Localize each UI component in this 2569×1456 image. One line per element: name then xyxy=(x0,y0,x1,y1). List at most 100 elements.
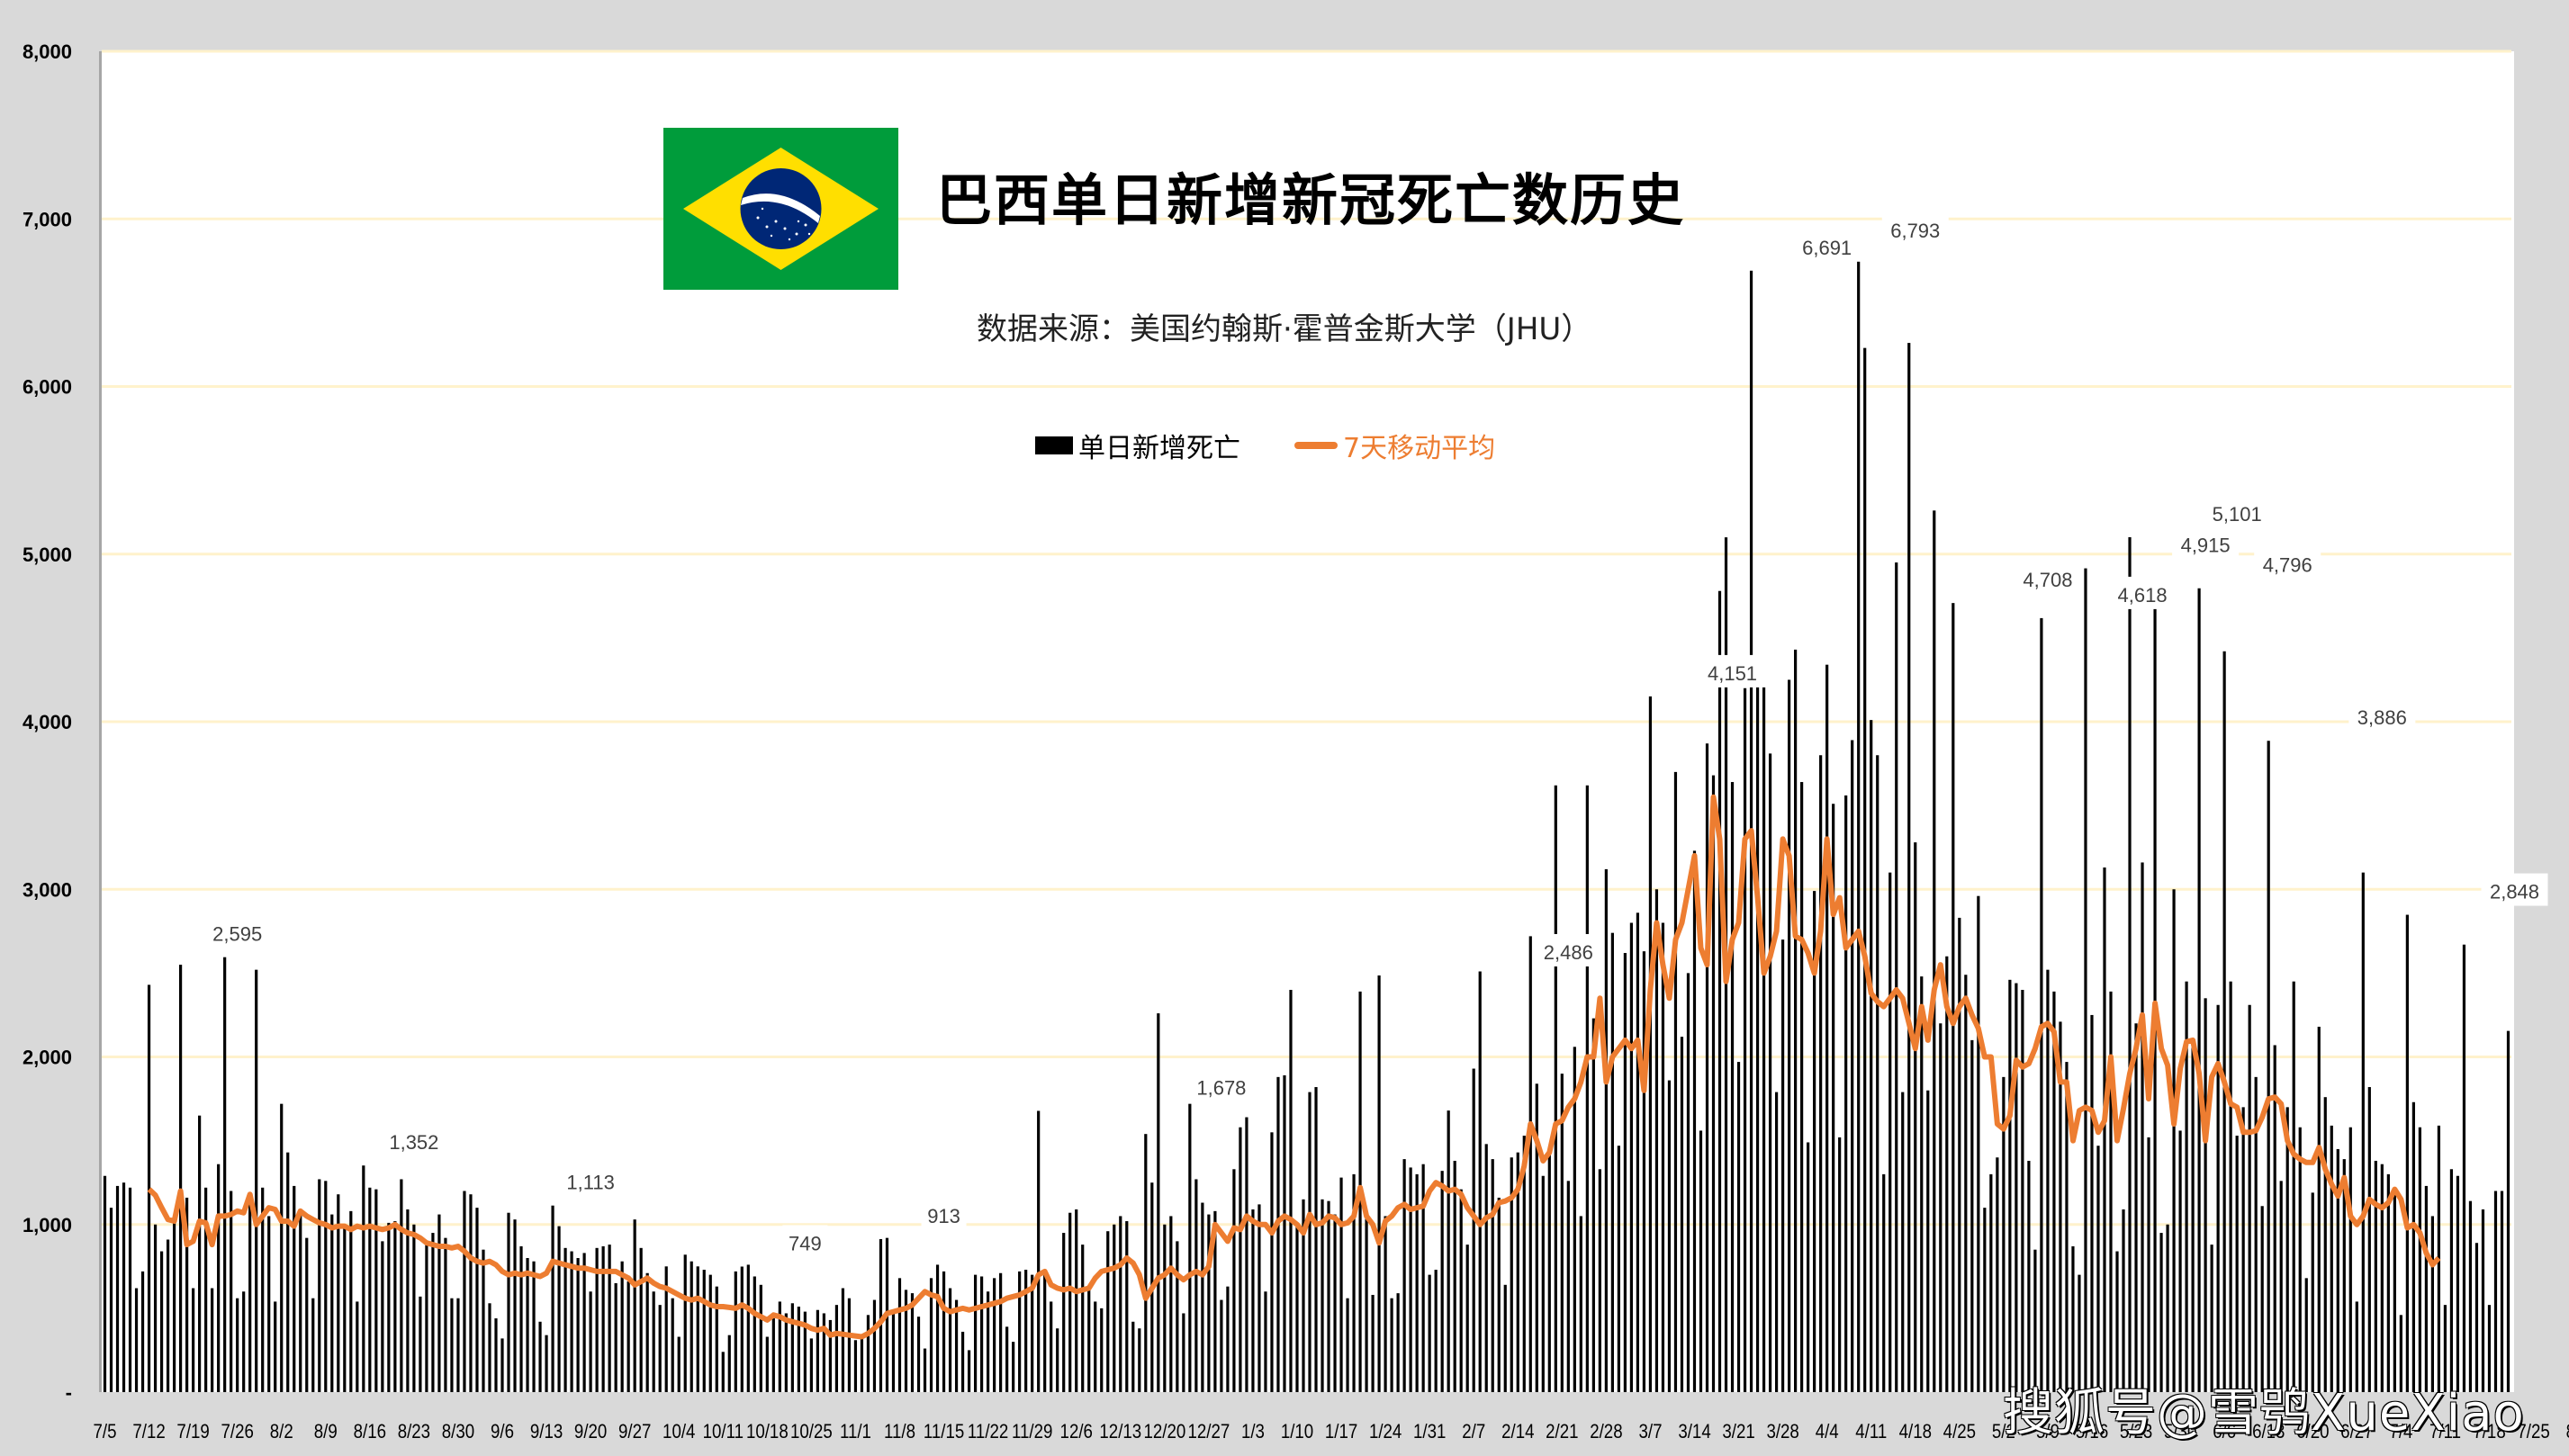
bar xyxy=(1800,782,1804,1392)
bar xyxy=(2254,1076,2258,1392)
bar xyxy=(2336,1148,2339,1392)
x-tick-label: 4/11 xyxy=(1855,1422,1887,1443)
bar xyxy=(633,1219,636,1392)
x-tick-label: 1/31 xyxy=(1413,1422,1446,1443)
bar xyxy=(223,957,227,1392)
bar xyxy=(1813,891,1816,1392)
bar xyxy=(954,1299,959,1392)
bar xyxy=(494,1318,498,1392)
bar xyxy=(2002,1076,2006,1392)
bar xyxy=(2229,981,2232,1392)
x-tick-label: 3/7 xyxy=(1638,1422,1662,1443)
bar xyxy=(1876,755,1879,1392)
data-label-bg xyxy=(203,915,271,948)
legend-bar-swatch-icon xyxy=(1035,436,1073,454)
bar xyxy=(172,1218,176,1392)
bar xyxy=(2210,1245,2213,1392)
bar xyxy=(1768,753,1772,1392)
data-label-bg xyxy=(2348,699,2416,732)
bar xyxy=(519,1245,523,1392)
data-label: 5,101 xyxy=(2213,503,2262,526)
x-tick-label: 6/27 xyxy=(2340,1422,2373,1443)
bar xyxy=(463,1191,466,1392)
bar xyxy=(2493,1191,2498,1392)
bar xyxy=(683,1254,687,1392)
bar xyxy=(1661,922,1665,1392)
bar xyxy=(803,1311,807,1392)
bar xyxy=(759,1284,762,1392)
bar xyxy=(1314,1087,1318,1392)
bar xyxy=(2361,872,2365,1392)
data-label-bg xyxy=(2172,526,2240,560)
y-tick-label: 6,000 xyxy=(23,376,72,399)
bar xyxy=(973,1274,978,1392)
x-tick-label: 10/4 xyxy=(663,1422,695,1443)
bar xyxy=(897,1278,902,1392)
bar xyxy=(2449,1169,2454,1392)
x-tick-label: 5/9 xyxy=(2036,1422,2060,1443)
bar xyxy=(2405,914,2409,1392)
data-label: 3,886 xyxy=(2357,706,2407,729)
data-label-bg xyxy=(557,1164,625,1197)
bar xyxy=(2380,1164,2384,1392)
bar xyxy=(1832,804,1835,1392)
legend-line-swatch-icon xyxy=(1294,442,1338,449)
bar xyxy=(721,1352,725,1392)
bar xyxy=(1939,1023,1943,1392)
bar xyxy=(1402,1159,1406,1392)
bar xyxy=(2462,944,2466,1392)
bar xyxy=(286,1152,290,1392)
bar xyxy=(178,965,183,1392)
bar xyxy=(2279,1181,2283,1392)
bar xyxy=(652,1291,655,1392)
bar xyxy=(2191,1039,2195,1392)
bar xyxy=(601,1245,605,1392)
legend-bar-label: 单日新增死亡 xyxy=(1078,433,1240,464)
bar xyxy=(1478,971,1482,1392)
bar xyxy=(765,1336,769,1392)
bar xyxy=(1396,1293,1400,1392)
bar xyxy=(2185,981,2188,1392)
bar xyxy=(1428,1274,1431,1392)
bar xyxy=(1056,1328,1059,1392)
y-tick-label: 5,000 xyxy=(23,544,72,566)
x-tick-label: 11/8 xyxy=(884,1422,915,1443)
bar xyxy=(1113,1224,1116,1392)
bar xyxy=(2487,1305,2492,1392)
bar xyxy=(2342,1159,2346,1392)
x-tick-label: 9/20 xyxy=(574,1422,607,1443)
bar xyxy=(1857,253,1861,1393)
bar xyxy=(166,1239,170,1392)
bar xyxy=(1264,1291,1267,1392)
bar xyxy=(1194,1179,1198,1392)
data-label: 4,708 xyxy=(2023,569,2072,591)
bar xyxy=(1629,922,1634,1392)
bar xyxy=(2027,1160,2031,1392)
bar xyxy=(2084,568,2087,1392)
bar xyxy=(293,1185,296,1392)
bar xyxy=(1339,1177,1343,1392)
bar xyxy=(551,1205,554,1392)
x-tick-label: 1/17 xyxy=(1325,1422,1357,1443)
bar xyxy=(2241,1107,2245,1392)
bar xyxy=(2172,889,2176,1392)
bar xyxy=(1541,1175,1545,1392)
legend-line-label: 7天移动平均 xyxy=(1343,433,1496,464)
x-tick-label: 12/27 xyxy=(1188,1422,1230,1443)
data-label-bg xyxy=(2109,576,2177,609)
bar xyxy=(1062,1233,1066,1392)
x-tick-label: 7/12 xyxy=(132,1422,165,1443)
x-tick-label: 6/20 xyxy=(2296,1422,2329,1443)
x-tick-label: 7/19 xyxy=(176,1422,209,1443)
bar xyxy=(2197,588,2201,1392)
bar xyxy=(2292,981,2295,1392)
bar xyxy=(2399,1315,2402,1392)
x-tick-label: 8/1 xyxy=(2566,1422,2569,1443)
x-tick-label: 5/30 xyxy=(2164,1422,2196,1443)
data-label-bg xyxy=(1881,211,1949,245)
bar xyxy=(475,1208,479,1392)
bar xyxy=(242,1291,246,1392)
bar xyxy=(1440,1171,1444,1392)
bar xyxy=(879,1238,883,1392)
